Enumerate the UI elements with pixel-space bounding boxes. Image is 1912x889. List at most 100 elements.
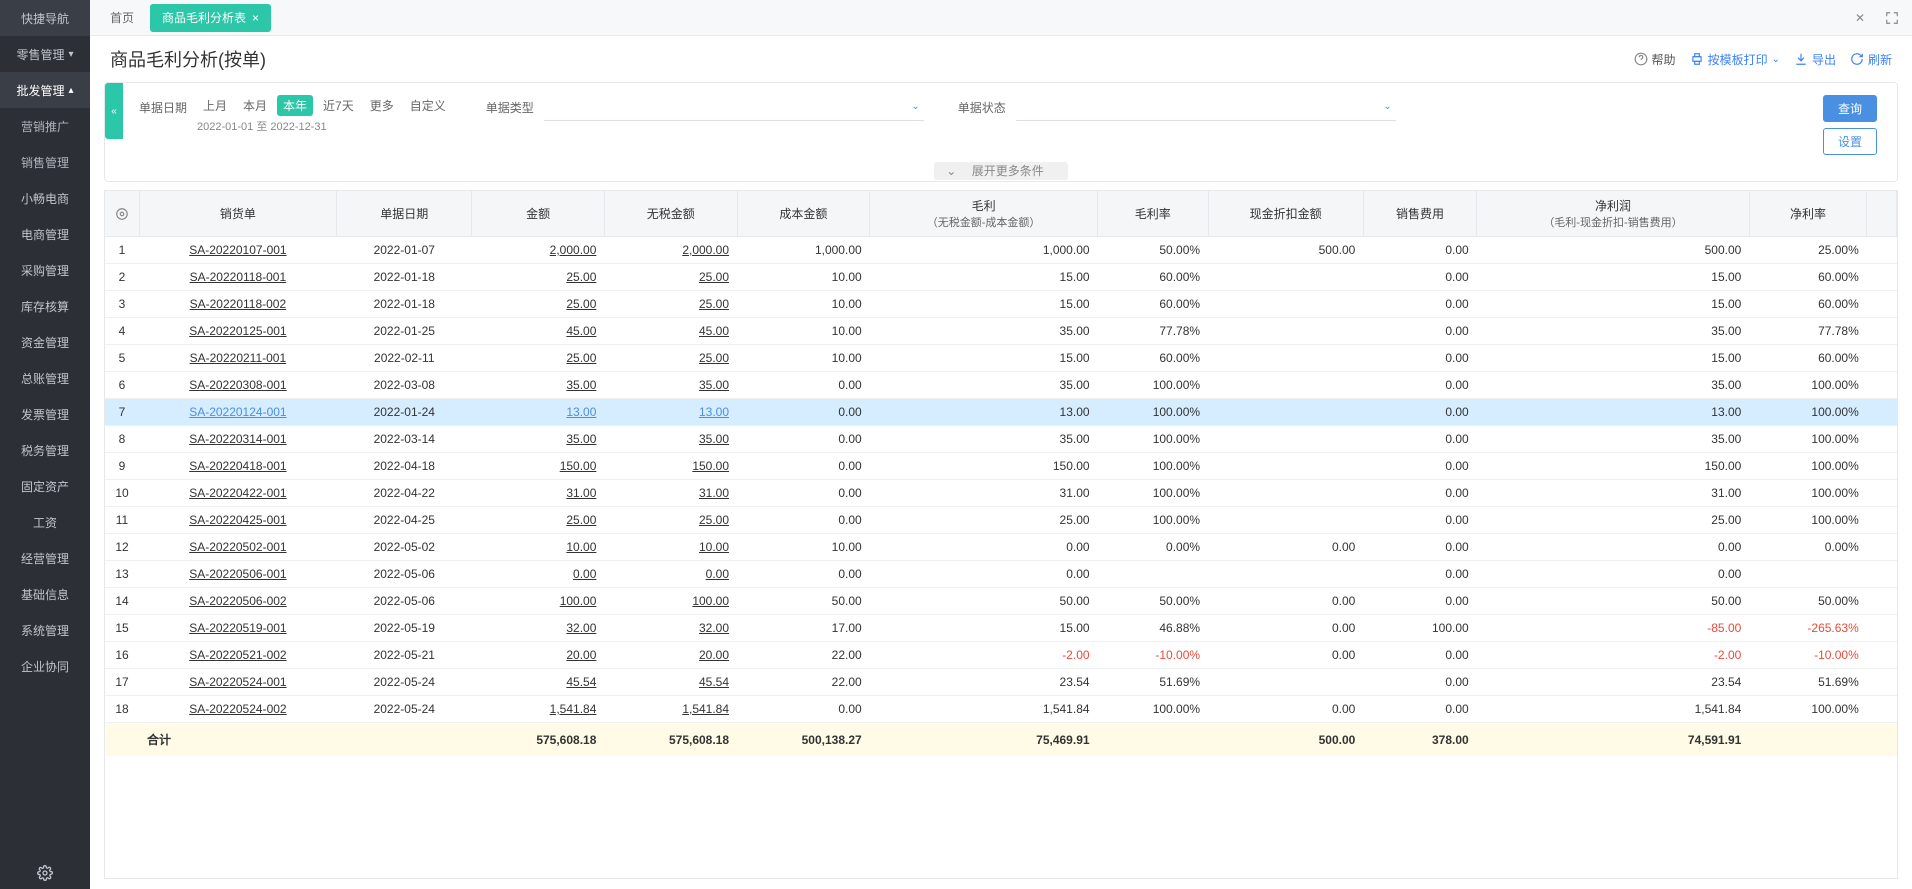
order-link[interactable]: SA-20220422-001 <box>189 486 286 500</box>
column-header[interactable]: 无税金额 <box>604 191 737 237</box>
sidebar-subitem[interactable]: 销售管理 <box>0 144 90 180</box>
sidebar-item[interactable]: 快捷导航 <box>0 0 90 36</box>
order-link[interactable]: SA-20220124-001 <box>189 405 286 419</box>
print-template-button[interactable]: 按模板打印 ⌄ <box>1690 51 1780 68</box>
amount-link[interactable]: 25.00 <box>566 513 596 527</box>
sidebar-item[interactable]: 税务管理 <box>0 432 90 468</box>
collapse-filters-button[interactable]: « <box>105 83 123 139</box>
table-row[interactable]: 16SA-20220521-0022022-05-2120.0020.0022.… <box>105 642 1897 669</box>
notax-link[interactable]: 1,541.84 <box>682 702 729 716</box>
order-link[interactable]: SA-20220521-002 <box>189 648 286 662</box>
sidebar-subitem[interactable]: 营销推广 <box>0 108 90 144</box>
notax-link[interactable]: 25.00 <box>699 270 729 284</box>
date-range-tab[interactable]: 近7天 <box>317 95 360 116</box>
table-row[interactable]: 15SA-20220519-0012022-05-1932.0032.0017.… <box>105 615 1897 642</box>
help-button[interactable]: 帮助 <box>1634 51 1676 68</box>
order-link[interactable]: SA-20220425-001 <box>189 513 286 527</box>
amount-link[interactable]: 45.54 <box>566 675 596 689</box>
order-link[interactable]: SA-20220107-001 <box>189 243 286 257</box>
expand-filters-button[interactable]: ⌄ 展开更多条件 <box>105 160 1897 181</box>
column-header[interactable]: 现金折扣金额 <box>1208 191 1363 237</box>
notax-link[interactable]: 0.00 <box>706 567 729 581</box>
amount-link[interactable]: 2,000.00 <box>550 243 597 257</box>
order-link[interactable]: SA-20220524-001 <box>189 675 286 689</box>
table-row[interactable]: 2SA-20220118-0012022-01-1825.0025.0010.0… <box>105 264 1897 291</box>
notax-link[interactable]: 13.00 <box>699 405 729 419</box>
column-header[interactable]: 成本金额 <box>737 191 870 237</box>
order-link[interactable]: SA-20220211-001 <box>190 351 287 365</box>
table-row[interactable]: 10SA-20220422-0012022-04-2231.0031.000.0… <box>105 480 1897 507</box>
amount-link[interactable]: 10.00 <box>566 540 596 554</box>
table-row[interactable]: 8SA-20220314-0012022-03-1435.0035.000.00… <box>105 426 1897 453</box>
notax-link[interactable]: 35.00 <box>699 378 729 392</box>
sidebar-item[interactable]: 采购管理 <box>0 252 90 288</box>
gear-icon[interactable] <box>0 857 90 889</box>
bill-type-input[interactable] <box>544 95 924 121</box>
sidebar-item[interactable]: 系统管理 <box>0 612 90 648</box>
notax-link[interactable]: 20.00 <box>699 648 729 662</box>
table-row[interactable]: 9SA-20220418-0012022-04-18150.00150.000.… <box>105 453 1897 480</box>
amount-link[interactable]: 35.00 <box>566 432 596 446</box>
sidebar-item[interactable]: 资金管理 <box>0 324 90 360</box>
close-icon[interactable]: × <box>252 11 259 25</box>
sidebar-item[interactable]: 零售管理▾ <box>0 36 90 72</box>
date-range-tab[interactable]: 上月 <box>197 95 233 116</box>
query-button[interactable]: 查询 <box>1823 95 1877 122</box>
order-link[interactable]: SA-20220524-002 <box>189 702 286 716</box>
table-row[interactable]: 13SA-20220506-0012022-05-060.000.000.000… <box>105 561 1897 588</box>
notax-link[interactable]: 150.00 <box>692 459 729 473</box>
order-link[interactable]: SA-20220118-001 <box>190 270 287 284</box>
fullscreen-icon[interactable] <box>1880 6 1904 30</box>
close-tabs-button[interactable]: ✕ <box>1848 6 1872 30</box>
sidebar-item[interactable]: 电商管理 <box>0 216 90 252</box>
amount-link[interactable]: 150.00 <box>560 459 597 473</box>
table-row[interactable]: 12SA-20220502-0012022-05-0210.0010.0010.… <box>105 534 1897 561</box>
date-range-tab[interactable]: 自定义 <box>404 95 452 116</box>
amount-link[interactable]: 13.00 <box>566 405 596 419</box>
amount-link[interactable]: 100.00 <box>560 594 597 608</box>
notax-link[interactable]: 45.54 <box>699 675 729 689</box>
order-link[interactable]: SA-20220125-001 <box>189 324 286 338</box>
notax-link[interactable]: 25.00 <box>699 351 729 365</box>
order-link[interactable]: SA-20220314-001 <box>189 432 286 446</box>
sidebar-item[interactable]: 经营管理 <box>0 540 90 576</box>
table-row[interactable]: 6SA-20220308-0012022-03-0835.0035.000.00… <box>105 372 1897 399</box>
refresh-button[interactable]: 刷新 <box>1850 51 1892 68</box>
notax-link[interactable]: 35.00 <box>699 432 729 446</box>
order-link[interactable]: SA-20220118-002 <box>190 297 287 311</box>
date-range-tab[interactable]: 本年 <box>277 95 313 116</box>
sidebar-item[interactable]: 固定资产 <box>0 468 90 504</box>
table-row[interactable]: 4SA-20220125-0012022-01-2545.0045.0010.0… <box>105 318 1897 345</box>
chevron-down-icon[interactable]: ⌄ <box>1383 101 1391 112</box>
date-range-tab[interactable]: 更多 <box>364 95 400 116</box>
notax-link[interactable]: 32.00 <box>699 621 729 635</box>
table-row[interactable]: 1SA-20220107-0012022-01-072,000.002,000.… <box>105 237 1897 264</box>
notax-link[interactable]: 2,000.00 <box>682 243 729 257</box>
export-button[interactable]: 导出 <box>1794 51 1836 68</box>
column-header[interactable]: 销售费用 <box>1363 191 1476 237</box>
table-row[interactable]: 18SA-20220524-0022022-05-241,541.841,541… <box>105 696 1897 723</box>
amount-link[interactable]: 1,541.84 <box>550 702 597 716</box>
amount-link[interactable]: 20.00 <box>566 648 596 662</box>
column-header[interactable]: 净利润（毛利-现金折扣-销售费用） <box>1477 191 1750 237</box>
sidebar-item[interactable]: 工资 <box>0 504 90 540</box>
column-header[interactable]: 毛利（无税金额-成本金额） <box>870 191 1098 237</box>
column-header[interactable]: 净利率 <box>1749 191 1866 237</box>
sidebar-item[interactable]: 小畅电商 <box>0 180 90 216</box>
table-row[interactable]: 3SA-20220118-0022022-01-1825.0025.0010.0… <box>105 291 1897 318</box>
table-row[interactable]: 7SA-20220124-0012022-01-2413.0013.000.00… <box>105 399 1897 426</box>
sidebar-item[interactable]: 库存核算 <box>0 288 90 324</box>
sidebar-item[interactable]: 企业协同 <box>0 648 90 684</box>
sidebar-item[interactable]: 发票管理 <box>0 396 90 432</box>
date-range-tab[interactable]: 本月 <box>237 95 273 116</box>
order-link[interactable]: SA-20220506-002 <box>189 594 286 608</box>
settings-button[interactable]: 设置 <box>1823 128 1877 155</box>
amount-link[interactable]: 25.00 <box>566 351 596 365</box>
amount-link[interactable]: 0.00 <box>573 567 596 581</box>
column-header[interactable]: 毛利率 <box>1098 191 1209 237</box>
amount-link[interactable]: 31.00 <box>566 486 596 500</box>
tab[interactable]: 商品毛利分析表× <box>150 4 271 32</box>
amount-link[interactable]: 25.00 <box>566 297 596 311</box>
table-row[interactable]: 11SA-20220425-0012022-04-2525.0025.000.0… <box>105 507 1897 534</box>
order-link[interactable]: SA-20220506-001 <box>189 567 286 581</box>
